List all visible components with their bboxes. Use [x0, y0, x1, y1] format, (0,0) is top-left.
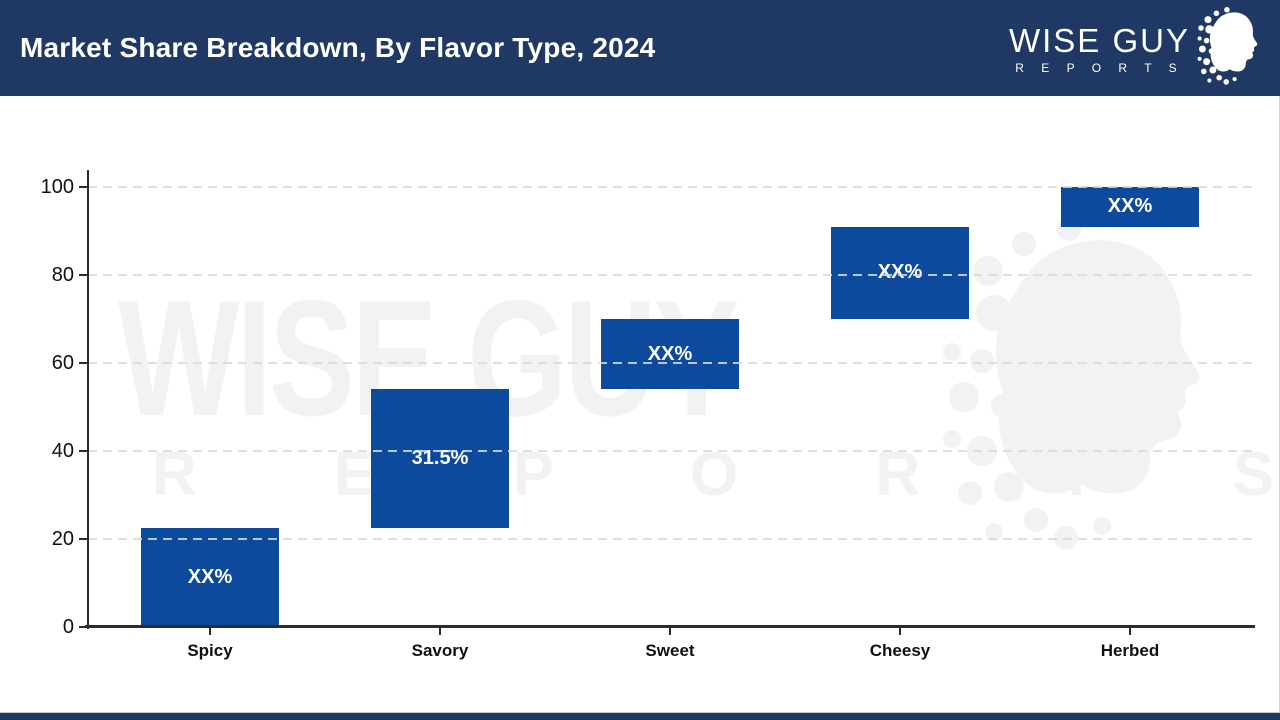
bar-value-label: XX% [1107, 195, 1153, 218]
bar: XX% [1061, 187, 1199, 227]
header-bar: Market Share Breakdown, By Flavor Type, … [0, 0, 1280, 96]
x-tick-mark [439, 627, 441, 635]
x-axis-line [85, 625, 1255, 628]
grid-line [88, 186, 1255, 188]
grid-line [88, 362, 1255, 364]
bar-value-label: XX% [187, 566, 233, 588]
page-title: Market Share Breakdown, By Flavor Type, … [20, 32, 656, 63]
wise-guy-logo: WISE GUY R E P O R T S [1009, 6, 1266, 92]
logo-subtitle: R E P O R T S [1015, 60, 1184, 75]
y-tick-label: 0 [62, 616, 74, 638]
bar: XX% [831, 226, 969, 319]
logo-wordmark: WISE GUY [1008, 21, 1190, 59]
grid-line [88, 274, 1255, 276]
y-tick-label: 20 [51, 528, 74, 550]
x-tick-label: Spicy [187, 641, 233, 660]
bar: XX% [601, 319, 739, 390]
x-tick-mark [1129, 627, 1131, 635]
y-tick-label: 80 [51, 264, 74, 286]
x-tick-mark [899, 627, 901, 635]
y-axis-line [87, 170, 89, 629]
bar: XX% [141, 528, 279, 627]
y-tick-mark [79, 274, 88, 276]
grid-line [88, 538, 1255, 540]
x-tick-label: Cheesy [869, 641, 931, 660]
bar-value-label: 31.5% [411, 447, 469, 470]
y-tick-mark [79, 362, 88, 364]
y-tick-mark [79, 538, 88, 540]
x-tick-mark [669, 627, 671, 635]
bar: 31.5% [371, 389, 509, 528]
y-tick-label: 40 [51, 440, 74, 462]
grid-line [88, 450, 1255, 452]
y-tick-mark [79, 186, 88, 188]
y-tick-mark [79, 450, 88, 452]
chart-plot-area: 0 20 40 60 80 100 XX% Spicy 31.5% Savory XX% Sweet X… [0, 96, 1280, 713]
y-tick-mark [79, 626, 88, 628]
x-tick-label: Sweet [645, 641, 695, 660]
y-tick-label: 100 [40, 176, 74, 198]
y-tick-label: 60 [51, 352, 74, 374]
x-tick-label: Herbed [1100, 641, 1160, 660]
footer-bar [0, 712, 1280, 720]
bar-value-label: XX% [647, 342, 693, 365]
bar-value-label: XX% [877, 261, 923, 284]
logo-face-icon [1197, 7, 1258, 85]
x-tick-label: Savory [411, 641, 469, 660]
x-tick-mark [209, 627, 211, 635]
